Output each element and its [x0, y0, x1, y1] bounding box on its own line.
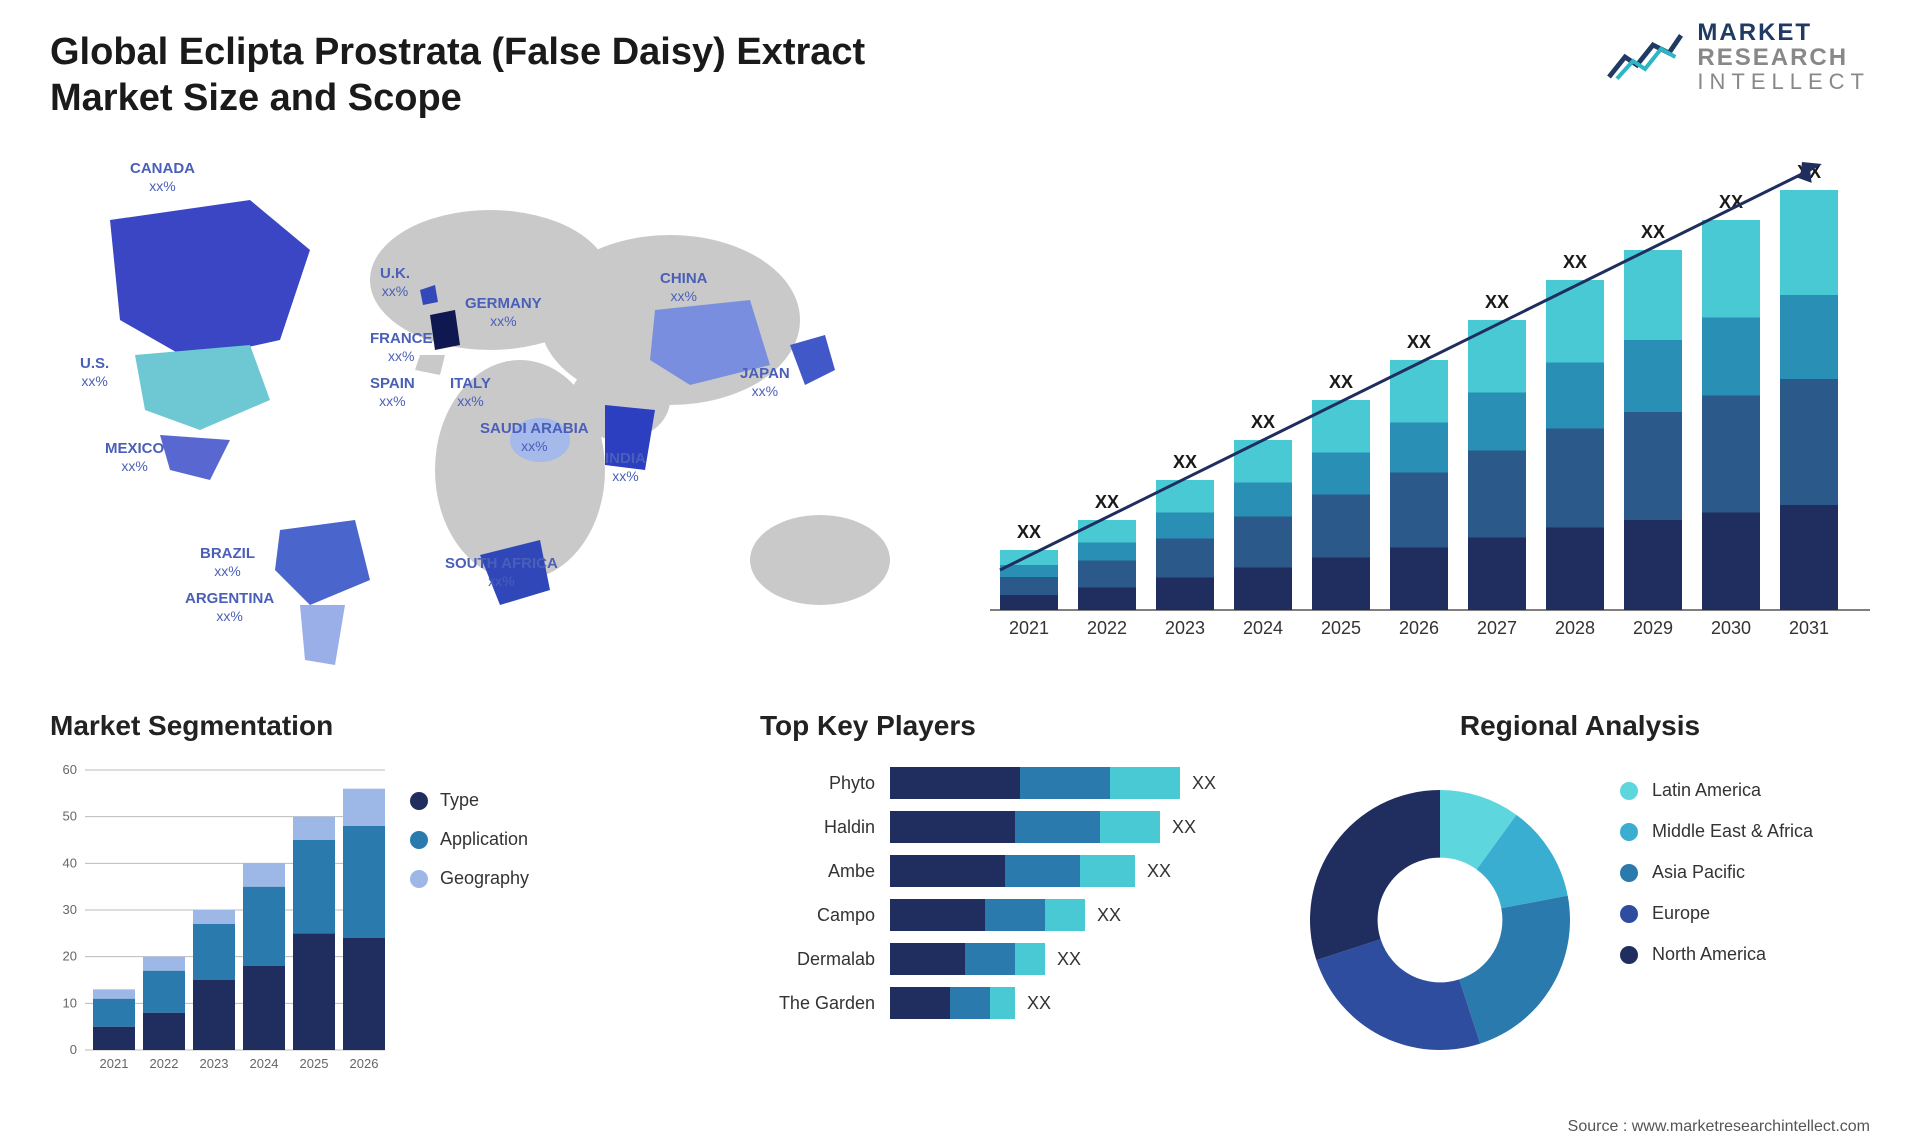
- svg-text:20: 20: [63, 949, 77, 964]
- seg-legend-type: Type: [410, 790, 529, 811]
- player-value: XX: [1192, 773, 1216, 794]
- map-label-spain: SPAINxx%: [370, 375, 415, 410]
- logo-text-1: MARKET: [1697, 20, 1870, 45]
- svg-text:XX: XX: [1173, 452, 1197, 472]
- svg-text:2023: 2023: [1165, 618, 1205, 638]
- map-label-mexico: MEXICOxx%: [105, 440, 164, 475]
- svg-text:2022: 2022: [1087, 618, 1127, 638]
- player-value: XX: [1027, 993, 1051, 1014]
- map-label-saudiarabia: SAUDI ARABIAxx%: [480, 420, 589, 455]
- region-panel: Regional Analysis Latin America Middle Ea…: [1290, 710, 1870, 1090]
- svg-text:XX: XX: [1407, 332, 1431, 352]
- players-title: Top Key Players: [760, 710, 1300, 742]
- player-label: Ambe: [760, 861, 890, 882]
- map-label-us: U.S.xx%: [80, 355, 109, 390]
- segmentation-legend: Type Application Geography: [410, 790, 529, 907]
- map-label-japan: JAPANxx%: [740, 365, 790, 400]
- svg-text:XX: XX: [1329, 372, 1353, 392]
- svg-text:60: 60: [63, 762, 77, 777]
- svg-text:2026: 2026: [1399, 618, 1439, 638]
- map-label-india: INDIAxx%: [605, 450, 646, 485]
- svg-text:50: 50: [63, 809, 77, 824]
- player-row-thegarden: The Garden XX: [760, 987, 1300, 1019]
- region-legend: Latin America Middle East & Africa Asia Pa…: [1620, 780, 1813, 985]
- region-title: Regional Analysis: [1290, 710, 1870, 742]
- svg-text:2031: 2031: [1789, 618, 1829, 638]
- player-value: XX: [1147, 861, 1171, 882]
- seg-legend-application: Application: [410, 829, 529, 850]
- player-label: The Garden: [760, 993, 890, 1014]
- logo: MARKET RESEARCH INTELLECT: [1605, 20, 1870, 93]
- svg-text:10: 10: [63, 995, 77, 1010]
- player-row-haldin: Haldin XX: [760, 811, 1300, 843]
- player-row-dermalab: Dermalab XX: [760, 943, 1300, 975]
- map-label-argentina: ARGENTINAxx%: [185, 590, 274, 625]
- svg-text:40: 40: [63, 855, 77, 870]
- svg-text:2027: 2027: [1477, 618, 1517, 638]
- map-label-france: FRANCExx%: [370, 330, 433, 365]
- svg-text:2026: 2026: [350, 1056, 379, 1071]
- logo-icon: [1605, 27, 1685, 87]
- svg-text:2021: 2021: [100, 1056, 129, 1071]
- map-label-italy: ITALYxx%: [450, 375, 491, 410]
- svg-text:0: 0: [70, 1042, 77, 1057]
- player-value: XX: [1097, 905, 1121, 926]
- player-row-phyto: Phyto XX: [760, 767, 1300, 799]
- region-legend-europe: Europe: [1620, 903, 1813, 924]
- player-label: Campo: [760, 905, 890, 926]
- seg-legend-geography: Geography: [410, 868, 529, 889]
- svg-text:XX: XX: [1095, 492, 1119, 512]
- player-value: XX: [1057, 949, 1081, 970]
- region-legend-middleeastafrica: Middle East & Africa: [1620, 821, 1813, 842]
- svg-text:2028: 2028: [1555, 618, 1595, 638]
- logo-text-3: INTELLECT: [1697, 70, 1870, 93]
- page-title: Global Eclipta Prostrata (False Daisy) E…: [50, 30, 950, 121]
- player-row-ambe: Ambe XX: [760, 855, 1300, 887]
- logo-text-2: RESEARCH: [1697, 45, 1870, 70]
- svg-text:2030: 2030: [1711, 618, 1751, 638]
- svg-text:2029: 2029: [1633, 618, 1673, 638]
- growth-chart: XX 2021 XX 2022 XX 2023 XX 2024 XX 2025 XX 2026 XX 20…: [990, 160, 1870, 660]
- map-label-germany: GERMANYxx%: [465, 295, 542, 330]
- map-label-canada: CANADAxx%: [130, 160, 195, 195]
- region-legend-asiapacific: Asia Pacific: [1620, 862, 1813, 883]
- svg-text:30: 30: [63, 902, 77, 917]
- player-label: Phyto: [760, 773, 890, 794]
- region-legend-northamerica: North America: [1620, 944, 1813, 965]
- world-map: CANADAxx% U.S.xx% MEXICOxx% BRAZILxx% ARGENT…: [50, 160, 930, 690]
- svg-text:XX: XX: [1251, 412, 1275, 432]
- svg-text:XX: XX: [1485, 292, 1509, 312]
- svg-text:2024: 2024: [1243, 618, 1283, 638]
- svg-text:2025: 2025: [1321, 618, 1361, 638]
- player-label: Haldin: [760, 817, 890, 838]
- map-label-china: CHINAxx%: [660, 270, 708, 305]
- player-value: XX: [1172, 817, 1196, 838]
- svg-text:2021: 2021: [1009, 618, 1049, 638]
- svg-text:2024: 2024: [250, 1056, 279, 1071]
- player-label: Dermalab: [760, 949, 890, 970]
- svg-text:XX: XX: [1563, 252, 1587, 272]
- map-label-brazil: BRAZILxx%: [200, 545, 255, 580]
- region-legend-latinamerica: Latin America: [1620, 780, 1813, 801]
- svg-text:2023: 2023: [200, 1056, 229, 1071]
- segmentation-panel: Market Segmentation 0 10 20 30 40 50 60 2021 202…: [50, 710, 580, 1090]
- player-row-campo: Campo XX: [760, 899, 1300, 931]
- map-label-uk: U.K.xx%: [380, 265, 410, 300]
- source-text: Source : www.marketresearchintellect.com: [1568, 1118, 1870, 1136]
- svg-text:XX: XX: [1641, 222, 1665, 242]
- svg-text:2025: 2025: [300, 1056, 329, 1071]
- svg-text:2022: 2022: [150, 1056, 179, 1071]
- players-panel: Top Key Players PhytoXXHaldinXXAmbeXXCam…: [760, 710, 1300, 1090]
- svg-text:XX: XX: [1017, 522, 1041, 542]
- map-label-southafrica: SOUTH AFRICAxx%: [445, 555, 558, 590]
- segmentation-title: Market Segmentation: [50, 710, 580, 742]
